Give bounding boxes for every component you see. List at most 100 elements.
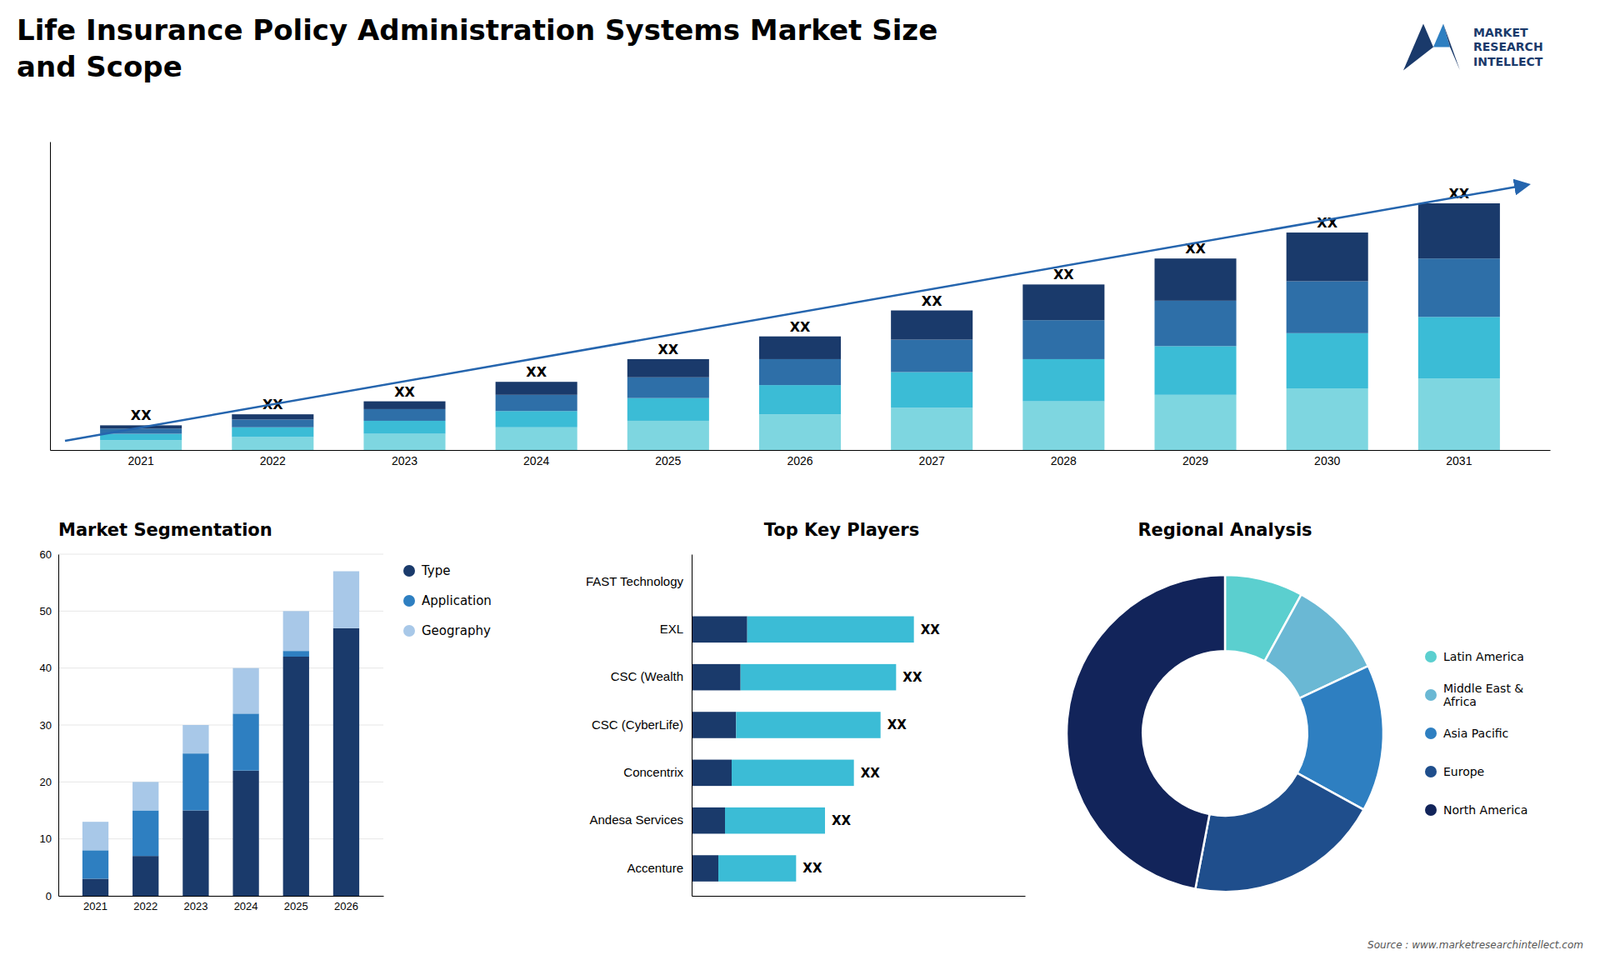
y-axis-tick: 40 — [40, 661, 59, 675]
x-axis-tick-label: 2024 — [234, 900, 259, 913]
x-axis: 2021202220232024202520262027202820292030… — [50, 450, 1551, 468]
bar-segment — [718, 855, 796, 882]
y-axis-tick-label: Concentrix — [623, 765, 684, 780]
bar-segment — [283, 650, 310, 657]
bar-segment — [132, 781, 159, 810]
bar-segment — [363, 434, 445, 450]
x-axis-tick: 2023 — [183, 895, 208, 913]
y-axis-tick: Andesa Services — [589, 812, 692, 827]
y-axis-tick-label: 50 — [40, 605, 52, 618]
x-axis-tick: 2022 — [260, 450, 286, 468]
bar-chart: XXXXXXXXXXXXXXXXXXXXXX202120222023202420… — [50, 142, 1551, 468]
x-axis-tick: 2022 — [133, 895, 158, 913]
y-axis-tick-label: Andesa Services — [589, 812, 684, 827]
y-axis-tick: 30 — [40, 719, 59, 732]
bar-annotation: XX — [657, 341, 679, 358]
y-axis-line — [691, 555, 693, 897]
y-axis-tick-label: 30 — [40, 719, 52, 732]
x-axis-tick: 2027 — [919, 450, 945, 468]
x-axis-line — [50, 450, 1551, 451]
y-axis-tick-label: EXL — [660, 621, 684, 636]
y-axis-tick: 0 — [45, 890, 59, 903]
infographic: Life Insurance Policy Administration Sys… — [0, 0, 1600, 955]
bar-segment — [231, 427, 314, 438]
legend-label: Europe — [1443, 765, 1485, 779]
bar-segment — [1022, 401, 1105, 450]
bar-segment — [1418, 378, 1500, 450]
bar-segment — [82, 850, 109, 879]
bar-segment — [232, 668, 259, 715]
bar-segment — [890, 310, 973, 340]
y-axis-tick-label: 20 — [40, 775, 52, 789]
bar-segment — [890, 340, 973, 373]
text-line: Middle East & — [1443, 681, 1524, 695]
bar-segment — [691, 855, 719, 882]
slice — [1066, 575, 1225, 890]
x-axis-tick: 2031 — [1445, 450, 1472, 468]
legend: TypeApplicationGeography — [403, 563, 492, 639]
bar-segment — [1286, 232, 1369, 281]
title: Life Insurance Policy Administration Sys… — [16, 13, 938, 84]
bar-annotation: XX — [790, 319, 811, 335]
bar-segment — [627, 377, 710, 399]
y-axis-tick: Concentrix — [623, 765, 692, 780]
legend-swatch — [1425, 804, 1437, 816]
logo-shape — [1403, 24, 1434, 71]
bar-segment — [363, 409, 445, 421]
bar-segment — [740, 664, 897, 691]
y-axis-tick: Accenture — [626, 860, 692, 875]
bar-annotation: XX — [1449, 185, 1470, 202]
bar-segment — [1286, 333, 1369, 389]
y-axis-tick-label: CSC (CyberLife) — [591, 717, 684, 732]
y-axis-tick-label: 0 — [45, 890, 52, 903]
y-axis-tick: EXL — [660, 621, 692, 636]
bar-segment — [691, 760, 732, 787]
x-axis-line — [59, 895, 385, 897]
bar-segment — [82, 879, 109, 897]
bar-segment — [100, 434, 182, 441]
chart-title: Regional Analysis — [1137, 520, 1312, 540]
bar-segment — [1418, 258, 1500, 317]
x-axis-tick-label: 2031 — [1445, 454, 1472, 468]
bar-segment — [1154, 345, 1236, 395]
bar-segment — [495, 381, 578, 395]
bar-annotation: XX — [802, 860, 823, 876]
logo-text: RESEARCH — [1473, 40, 1544, 54]
y-axis-tick: 60 — [40, 548, 59, 561]
slice — [1195, 773, 1364, 892]
bar-annotation: XX — [887, 717, 908, 733]
legend-swatch — [403, 625, 415, 637]
bar-segment — [1022, 284, 1105, 320]
x-axis-tick-label: 2023 — [183, 900, 208, 913]
x-axis-tick: 2025 — [284, 895, 309, 913]
bar-segment — [1418, 316, 1500, 379]
slices — [1066, 575, 1384, 892]
y-axis-line — [50, 142, 51, 451]
x-axis-tick-label: 2030 — [1314, 454, 1340, 468]
chart-title: Market Segmentation — [58, 520, 273, 540]
bar-annotation: XX — [831, 813, 852, 829]
bar-segment — [232, 713, 259, 770]
plot-area — [100, 203, 1500, 450]
y-axis-tick: CSC (Wealth — [610, 669, 692, 684]
y-axis-tick-label: 60 — [40, 548, 52, 561]
bar-segment — [890, 407, 973, 450]
y-axis-tick-label: FAST Technology — [585, 574, 685, 589]
bar-annotation: XX — [130, 407, 152, 424]
y-axis-tick: 20 — [40, 775, 59, 789]
x-axis: 202120222023202420252026 — [59, 895, 385, 913]
x-axis-tick: 2024 — [234, 895, 259, 913]
x-axis-tick-label: 2028 — [1050, 454, 1077, 468]
x-axis-tick: 2024 — [523, 450, 550, 468]
bar-segment — [495, 427, 578, 450]
bar-segment — [1022, 320, 1105, 360]
source-text: Source : www.marketresearchintellect.com — [1367, 939, 1584, 951]
y-axis-tick-label: 40 — [40, 661, 52, 675]
bar-segment — [182, 753, 209, 810]
bar-segment — [1286, 388, 1369, 450]
x-axis-tick-label: 2026 — [334, 900, 359, 913]
y-axis-tick: 10 — [40, 832, 59, 845]
bar-segment — [132, 810, 159, 857]
bar-segment — [363, 401, 445, 410]
bar-segment — [691, 807, 725, 835]
